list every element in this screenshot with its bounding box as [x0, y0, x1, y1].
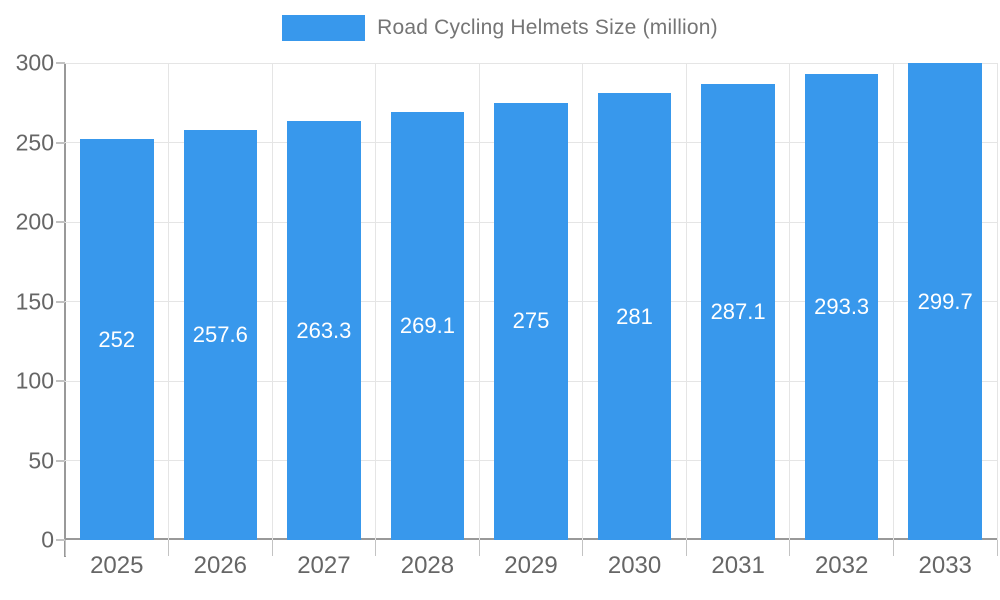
gridline-vertical: [789, 63, 791, 540]
legend-label: Road Cycling Helmets Size (million): [377, 16, 718, 39]
x-tick-mark: [996, 540, 998, 556]
gridline-vertical: [582, 63, 584, 540]
gridline-horizontal: [65, 62, 997, 64]
gridline-vertical: [168, 63, 170, 540]
y-tick-label: 250: [15, 129, 54, 155]
plot-area: 252 257.6 263.3 269.1 275 281 287.1 293.3 299.7: [56, 62, 998, 557]
x-tick-label: 2025: [90, 552, 144, 579]
y-axis-labels: 0 50 100 150 200 250 300: [0, 50, 54, 553]
y-tick-label: 100: [15, 367, 54, 394]
bar[interactable]: 269.1: [390, 112, 465, 540]
bar[interactable]: 281: [597, 93, 672, 540]
y-tick-mark: [56, 459, 65, 462]
x-tick-mark: [478, 540, 480, 556]
gridline-vertical: [478, 63, 480, 540]
x-tick-mark: [168, 540, 170, 556]
bar-value-label: 263.3: [296, 317, 352, 343]
bar[interactable]: 257.6: [183, 130, 258, 540]
y-tick-mark: [56, 221, 65, 223]
x-tick-mark: [685, 540, 687, 556]
bar-value-label: 281: [616, 303, 653, 329]
legend[interactable]: Road Cycling Helmets Size (million): [0, 15, 1000, 41]
bar-value-label: 299.7: [917, 288, 973, 314]
bar[interactable]: 252: [80, 139, 154, 540]
y-tick-label: 0: [41, 526, 54, 553]
bar-value-label: 269.1: [399, 313, 455, 339]
y-tick-mark: [56, 62, 65, 64]
x-tick-label: 2026: [193, 552, 248, 579]
y-tick-label: 50: [28, 447, 54, 473]
gridline-vertical: [892, 63, 894, 540]
x-tick-mark: [375, 540, 377, 556]
x-tick-label: 2032: [814, 552, 869, 579]
x-tick-mark: [271, 540, 273, 556]
x-tick-label: 2033: [918, 552, 972, 579]
x-tick-mark: [582, 540, 584, 556]
y-tick-mark: [56, 380, 65, 382]
x-axis-labels: 2025 2026 2027 2028 2029 2030 2031 2032 2033: [65, 552, 997, 586]
x-tick-label: 2031: [711, 552, 765, 579]
bar[interactable]: 293.3: [804, 73, 879, 540]
x-tick-mark: [64, 540, 66, 556]
y-tick-mark: [56, 539, 65, 541]
x-tick-mark: [789, 540, 791, 556]
gridline-vertical: [996, 63, 998, 540]
x-tick-mark: [892, 540, 894, 556]
gridline-vertical: [375, 63, 377, 540]
bar[interactable]: 275: [494, 102, 568, 540]
bar[interactable]: 263.3: [287, 121, 361, 540]
bar-value-label: 293.3: [814, 293, 870, 319]
legend-swatch-icon: [282, 15, 366, 41]
bar[interactable]: 299.7: [908, 63, 982, 540]
y-tick-mark: [56, 141, 65, 144]
x-tick-label: 2028: [400, 552, 455, 579]
bar-value-label: 257.6: [192, 322, 248, 348]
gridline-vertical: [685, 63, 687, 540]
bar-value-label: 252: [98, 326, 136, 352]
y-tick-label: 150: [15, 288, 54, 314]
y-tick-mark: [56, 300, 65, 303]
bar-value-label: 287.1: [710, 298, 766, 324]
x-tick-label: 2030: [607, 552, 662, 579]
y-tick-label: 300: [15, 49, 54, 76]
y-axis-line: [64, 63, 66, 557]
y-tick-label: 200: [15, 208, 54, 235]
bar-value-label: 275: [512, 308, 550, 334]
x-tick-label: 2029: [504, 552, 558, 579]
x-tick-label: 2027: [297, 552, 351, 579]
bar[interactable]: 287.1: [701, 83, 775, 540]
gridline-vertical: [271, 63, 273, 540]
